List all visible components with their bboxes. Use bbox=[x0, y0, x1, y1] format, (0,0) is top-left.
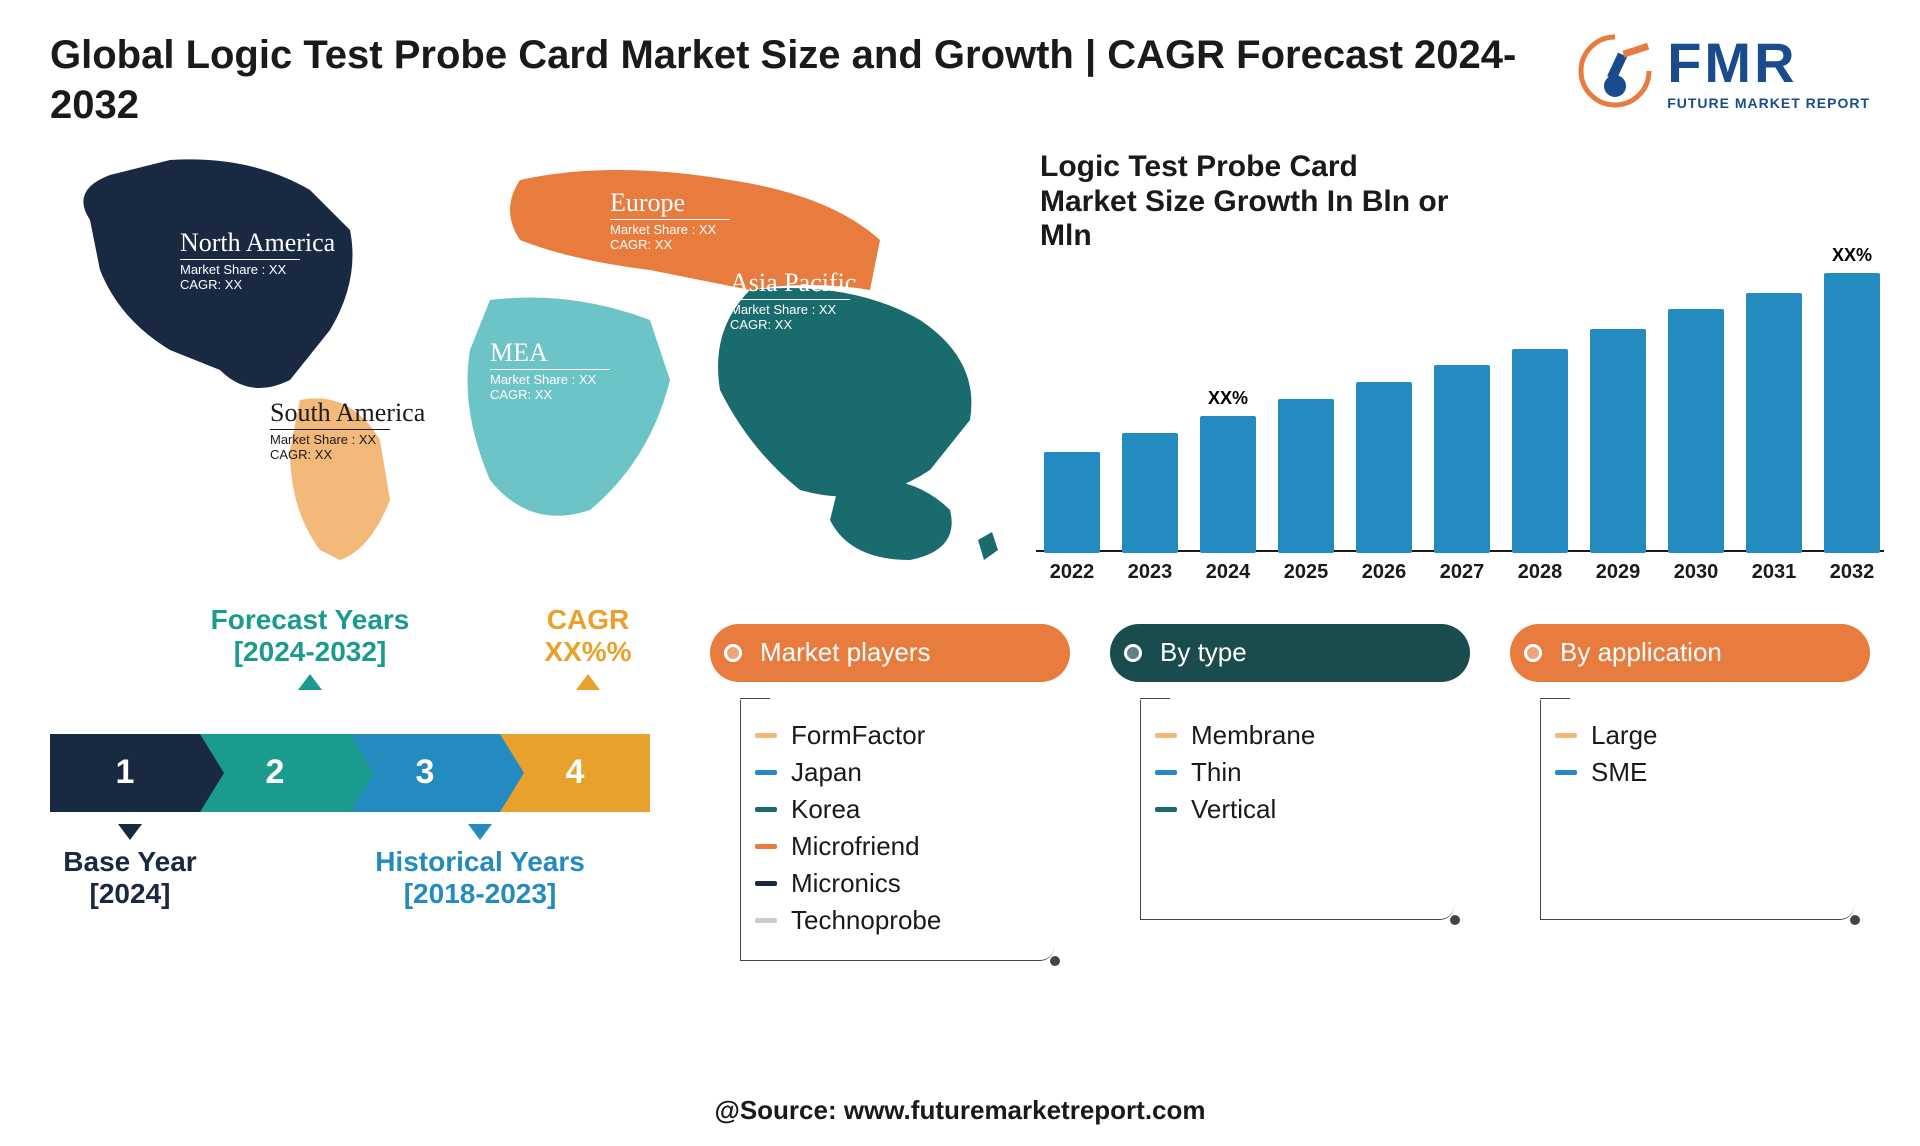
list-frame: FormFactor Japan Korea Microfriend Micronics… bbox=[740, 700, 1054, 961]
logo-text: FMR bbox=[1667, 30, 1797, 95]
list-item: Microfriend bbox=[755, 831, 1032, 862]
pill-header: Market players bbox=[710, 624, 1070, 682]
list-item: Large bbox=[1555, 720, 1832, 751]
list-item: Japan bbox=[755, 757, 1032, 788]
bar-chart: Logic Test Probe Card Market Size Growth… bbox=[1040, 150, 1884, 584]
bar-2032: XX%2032 bbox=[1820, 273, 1884, 584]
list-item: Thin bbox=[1155, 757, 1432, 788]
arrow-up-icon bbox=[576, 674, 600, 690]
bar-2031: 2031 bbox=[1742, 293, 1806, 584]
list-item: Technoprobe bbox=[755, 905, 1032, 936]
bar-2026: 2026 bbox=[1352, 382, 1416, 584]
bar-2030: 2030 bbox=[1664, 309, 1728, 584]
list-frame: Membrane Thin Vertical bbox=[1140, 700, 1454, 920]
bar-2022: 2022 bbox=[1040, 452, 1104, 584]
forecast-label: Forecast Years [2024-2032] bbox=[200, 604, 420, 690]
bar-2027: 2027 bbox=[1430, 365, 1494, 584]
page-title: Global Logic Test Probe Card Market Size… bbox=[50, 30, 1550, 130]
list-frame: Large SME bbox=[1540, 700, 1854, 920]
list-item: Membrane bbox=[1155, 720, 1432, 751]
world-map: North AmericaMarket Share : XXCAGR: XX So… bbox=[50, 150, 1010, 570]
fmr-logo: FMR FUTURE MARKET REPORT bbox=[1575, 30, 1870, 111]
list-item: Korea bbox=[755, 794, 1032, 825]
pill-header: By application bbox=[1510, 624, 1870, 682]
region-australia bbox=[830, 478, 952, 560]
header: Global Logic Test Probe Card Market Size… bbox=[50, 30, 1870, 130]
source-attribution: @Source: www.futuremarketreport.com bbox=[714, 1095, 1205, 1126]
bar-2025: 2025 bbox=[1274, 399, 1338, 584]
pill-col-0: Market players FormFactor Japan Korea Microf… bbox=[710, 624, 1070, 961]
region-nz bbox=[978, 532, 998, 560]
chart-title: Logic Test Probe Card Market Size Growth… bbox=[1040, 150, 1460, 254]
bar-2029: 2029 bbox=[1586, 329, 1650, 584]
bar-2024: XX%2024 bbox=[1196, 416, 1260, 584]
region-label-na: North AmericaMarket Share : XXCAGR: XX bbox=[180, 230, 335, 292]
base-year-label: Base Year [2024] bbox=[40, 824, 220, 910]
arrow-down-icon bbox=[118, 824, 142, 840]
bar-2028: 2028 bbox=[1508, 349, 1572, 584]
pill-col-1: By type Membrane Thin Vertical bbox=[1110, 624, 1470, 961]
dot-icon bbox=[1124, 644, 1142, 662]
logo-icon bbox=[1575, 31, 1655, 111]
region-label-mea: MEAMarket Share : XXCAGR: XX bbox=[490, 340, 610, 402]
bar-2023: 2023 bbox=[1118, 433, 1182, 584]
dot-icon bbox=[724, 644, 742, 662]
cagr-label: CAGR XX%% bbox=[528, 604, 648, 690]
dot-icon bbox=[1524, 644, 1542, 662]
logo-subtitle: FUTURE MARKET REPORT bbox=[1667, 95, 1870, 111]
region-mea bbox=[468, 298, 671, 516]
pill-col-2: By application Large SME bbox=[1510, 624, 1870, 961]
list-item: SME bbox=[1555, 757, 1832, 788]
pill-header: By type bbox=[1110, 624, 1470, 682]
row-map-chart: North AmericaMarket Share : XXCAGR: XX So… bbox=[50, 150, 1870, 584]
arrow-up-icon bbox=[298, 674, 322, 690]
list-item: Vertical bbox=[1155, 794, 1432, 825]
timeline: Forecast Years [2024-2032] CAGR XX%% 123… bbox=[50, 624, 670, 812]
region-label-sa: South AmericaMarket Share : XXCAGR: XX bbox=[270, 400, 425, 462]
region-label-eu: EuropeMarket Share : XXCAGR: XX bbox=[610, 190, 730, 252]
timeline-bar: 1234 bbox=[50, 734, 670, 812]
row-bottom: Forecast Years [2024-2032] CAGR XX%% 123… bbox=[50, 624, 1870, 961]
list-item: FormFactor bbox=[755, 720, 1032, 751]
timeline-seg-1: 1 bbox=[50, 734, 200, 812]
arrow-down-icon bbox=[468, 824, 492, 840]
region-label-ap: Asia PacificMarket Share : XXCAGR: XX bbox=[730, 270, 856, 332]
chart-bars: 20222023XX%20242025202620272028202920302… bbox=[1040, 264, 1884, 584]
pill-columns: Market players FormFactor Japan Korea Microf… bbox=[710, 624, 1870, 961]
historical-label: Historical Years [2018-2023] bbox=[350, 824, 610, 910]
list-item: Micronics bbox=[755, 868, 1032, 899]
